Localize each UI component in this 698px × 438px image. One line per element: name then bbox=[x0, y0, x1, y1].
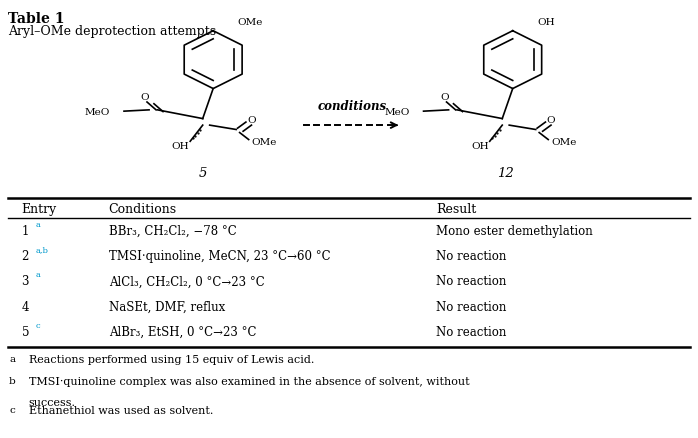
Text: TMSI·quinoline, MeCN, 23 °C→60 °C: TMSI·quinoline, MeCN, 23 °C→60 °C bbox=[109, 250, 330, 263]
Text: OH: OH bbox=[471, 142, 489, 152]
Text: 12: 12 bbox=[498, 166, 514, 180]
Text: 5: 5 bbox=[198, 166, 207, 180]
Text: success.: success. bbox=[29, 398, 75, 408]
Text: 4: 4 bbox=[22, 301, 29, 314]
Text: Reactions performed using 15 equiv of Lewis acid.: Reactions performed using 15 equiv of Le… bbox=[29, 355, 314, 365]
Text: Result: Result bbox=[436, 203, 476, 216]
Text: TMSI·quinoline complex was also examined in the absence of solvent, without: TMSI·quinoline complex was also examined… bbox=[29, 377, 469, 387]
Text: No reaction: No reaction bbox=[436, 276, 507, 288]
Text: 1: 1 bbox=[22, 225, 29, 238]
Text: Entry: Entry bbox=[22, 203, 57, 216]
Text: c: c bbox=[9, 406, 15, 415]
Text: O: O bbox=[547, 116, 556, 125]
Text: 5: 5 bbox=[22, 326, 29, 339]
Text: 3: 3 bbox=[22, 276, 29, 288]
Text: OH: OH bbox=[172, 142, 189, 152]
Text: Ethanethiol was used as solvent.: Ethanethiol was used as solvent. bbox=[29, 406, 213, 416]
Text: a: a bbox=[36, 271, 40, 279]
Text: MeO: MeO bbox=[384, 108, 410, 117]
Text: conditions: conditions bbox=[318, 100, 387, 113]
Text: OMe: OMe bbox=[237, 18, 263, 27]
Text: O: O bbox=[247, 116, 255, 125]
Text: NaSEt, DMF, reflux: NaSEt, DMF, reflux bbox=[109, 301, 225, 314]
Text: OMe: OMe bbox=[551, 138, 577, 147]
Text: a: a bbox=[36, 221, 40, 229]
Text: No reaction: No reaction bbox=[436, 301, 507, 314]
Text: OMe: OMe bbox=[251, 138, 277, 147]
Text: Table 1: Table 1 bbox=[8, 12, 64, 25]
Text: OH: OH bbox=[537, 18, 555, 27]
Text: BBr₃, CH₂Cl₂, −78 °C: BBr₃, CH₂Cl₂, −78 °C bbox=[109, 225, 237, 238]
Text: b: b bbox=[9, 377, 16, 386]
Text: O: O bbox=[140, 93, 149, 102]
Text: c: c bbox=[36, 322, 40, 330]
Text: Conditions: Conditions bbox=[109, 203, 177, 216]
Text: AlBr₃, EtSH, 0 °C→23 °C: AlBr₃, EtSH, 0 °C→23 °C bbox=[109, 326, 256, 339]
Text: No reaction: No reaction bbox=[436, 250, 507, 263]
Text: 2: 2 bbox=[22, 250, 29, 263]
Text: a: a bbox=[9, 355, 15, 364]
Text: Mono ester demethylation: Mono ester demethylation bbox=[436, 225, 593, 238]
Text: MeO: MeO bbox=[84, 108, 110, 117]
Text: AlCl₃, CH₂Cl₂, 0 °C→23 °C: AlCl₃, CH₂Cl₂, 0 °C→23 °C bbox=[109, 276, 265, 288]
Text: Aryl–OMe deprotection attempts: Aryl–OMe deprotection attempts bbox=[8, 25, 216, 38]
Text: a,b: a,b bbox=[36, 246, 48, 254]
Text: O: O bbox=[440, 93, 449, 102]
Text: No reaction: No reaction bbox=[436, 326, 507, 339]
